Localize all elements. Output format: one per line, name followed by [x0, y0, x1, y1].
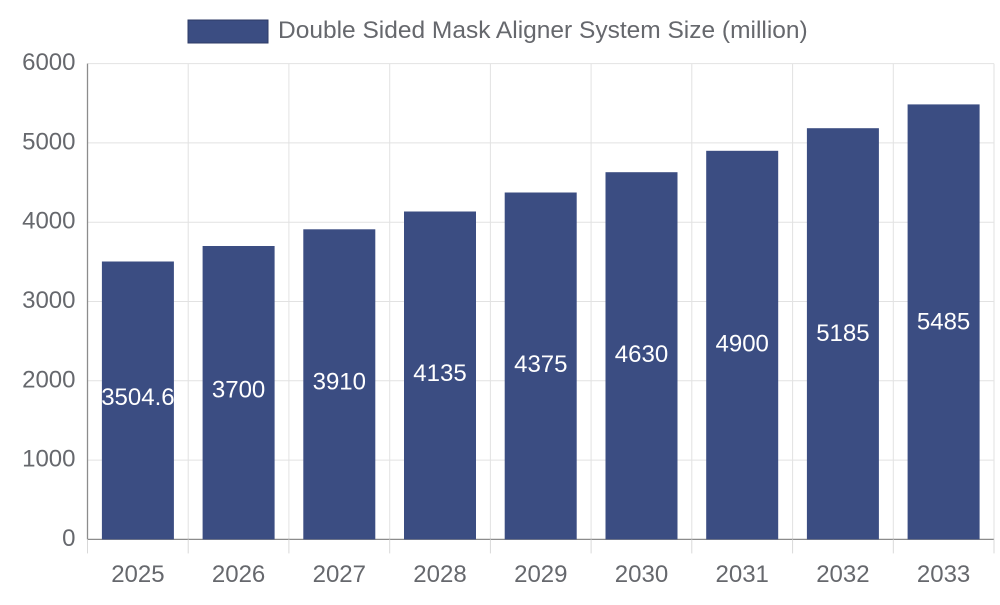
svg-text:3700: 3700 — [212, 377, 265, 404]
svg-text:5485: 5485 — [917, 308, 970, 335]
svg-text:3000: 3000 — [22, 287, 75, 314]
svg-text:5185: 5185 — [816, 320, 869, 347]
svg-text:4375: 4375 — [514, 351, 567, 378]
svg-text:4630: 4630 — [615, 341, 668, 368]
svg-text:3504.6: 3504.6 — [101, 384, 174, 411]
svg-text:2032: 2032 — [816, 561, 869, 588]
svg-text:Double Sided Mask Aligner Syst: Double Sided Mask Aligner System Size (m… — [278, 17, 808, 44]
svg-text:4900: 4900 — [716, 331, 769, 358]
svg-text:2025: 2025 — [111, 561, 164, 588]
svg-text:3910: 3910 — [313, 369, 366, 396]
svg-text:4135: 4135 — [413, 360, 466, 387]
svg-text:2033: 2033 — [917, 561, 970, 588]
svg-text:0: 0 — [62, 525, 75, 552]
svg-text:2030: 2030 — [615, 561, 668, 588]
svg-text:6000: 6000 — [22, 49, 75, 76]
svg-text:2029: 2029 — [514, 561, 567, 588]
svg-text:2027: 2027 — [313, 561, 366, 588]
svg-text:2026: 2026 — [212, 561, 265, 588]
svg-text:1000: 1000 — [22, 446, 75, 473]
svg-text:2000: 2000 — [22, 366, 75, 393]
svg-text:2031: 2031 — [716, 561, 769, 588]
svg-text:5000: 5000 — [22, 128, 75, 155]
svg-text:2028: 2028 — [413, 561, 466, 588]
svg-text:4000: 4000 — [22, 208, 75, 235]
